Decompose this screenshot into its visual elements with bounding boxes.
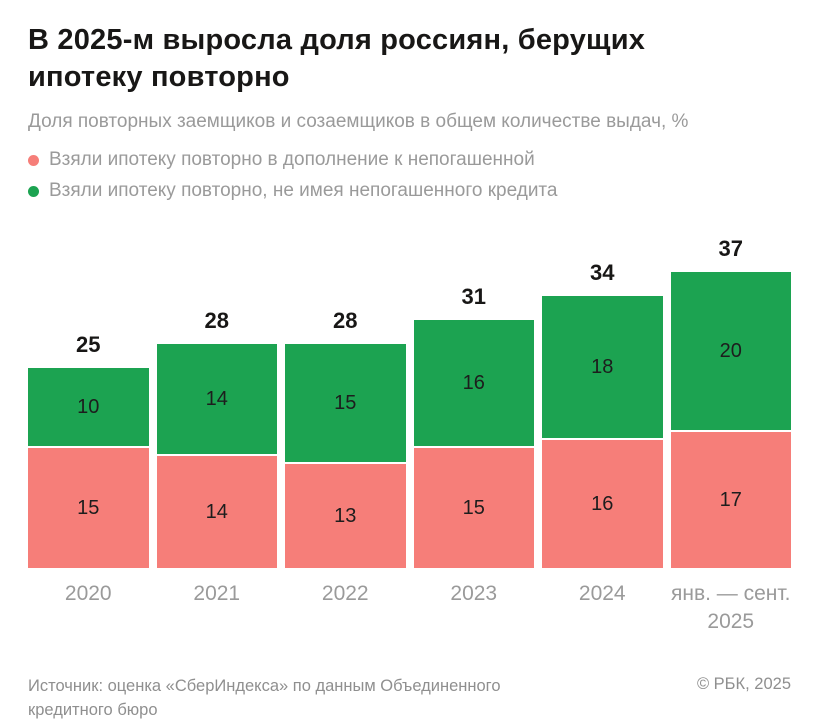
total-label: 25 xyxy=(76,332,101,358)
bar-column: 28 15 13 xyxy=(285,308,406,569)
total-label: 28 xyxy=(333,308,358,334)
legend-item-no-debt: Взяли ипотеку повторно, не имея непогаше… xyxy=(28,180,791,202)
total-label: 37 xyxy=(718,236,743,262)
legend-item-with-debt: Взяли ипотеку повторно в дополнение к не… xyxy=(28,149,791,171)
x-axis: 2020 2021 2022 2023 2024 янв. — сент. 2025 xyxy=(28,580,791,635)
bar-column: 37 20 17 xyxy=(670,236,791,569)
bars-area: 25 10 15 28 14 14 28 15 13 31 16 15 34 18 16 37 20 17 xyxy=(28,236,791,569)
segment-in-addition-to-outstanding: 16 xyxy=(542,440,663,569)
segment-no-outstanding-credit: 18 xyxy=(542,296,663,441)
segment-in-addition-to-outstanding: 13 xyxy=(285,464,406,569)
green-dot-icon xyxy=(28,185,39,197)
x-axis-label: 2020 xyxy=(64,582,112,606)
x-axis-label: 2024 xyxy=(578,582,626,606)
x-axis-label: янв. — сент. 2025 xyxy=(670,582,791,633)
segment-in-addition-to-outstanding: 15 xyxy=(28,448,149,569)
total-label: 34 xyxy=(590,260,615,286)
legend-label: Взяли ипотеку повторно, не имея непогаше… xyxy=(49,180,558,202)
footer: Источник: оценка «СберИндекса» по данным… xyxy=(28,675,791,723)
bar-column: 34 18 16 xyxy=(542,260,663,569)
bar-column: 25 10 15 xyxy=(28,332,149,569)
x-axis-label: 2022 xyxy=(321,582,369,606)
total-label: 28 xyxy=(204,308,229,334)
x-axis-label: 2021 xyxy=(193,582,241,606)
segment-in-addition-to-outstanding: 14 xyxy=(156,456,277,569)
page-title: В 2025-м выросла доля россиян, берущих и… xyxy=(28,24,646,94)
legend: Взяли ипотеку повторно в дополнение к не… xyxy=(28,149,791,202)
segment-no-outstanding-credit: 20 xyxy=(670,272,791,433)
x-axis-label: 2023 xyxy=(450,582,498,606)
bar-column: 31 16 15 xyxy=(413,284,534,569)
source-text: Источник: оценка «СберИндекса» по данным… xyxy=(28,676,501,719)
total-label: 31 xyxy=(461,284,486,310)
copyright-text: © РБК, 2025 xyxy=(696,674,791,693)
segment-no-outstanding-credit: 10 xyxy=(28,368,149,449)
legend-label: Взяли ипотеку повторно в дополнение к не… xyxy=(49,149,535,171)
chart-subtitle: Доля повторных заемщиков и созаемщиков в… xyxy=(28,111,689,133)
segment-in-addition-to-outstanding: 17 xyxy=(670,432,791,569)
red-dot-icon xyxy=(28,154,39,166)
segment-no-outstanding-credit: 15 xyxy=(285,344,406,465)
segment-no-outstanding-credit: 16 xyxy=(413,320,534,449)
bar-column: 28 14 14 xyxy=(156,308,277,569)
stacked-bar-chart: 25 10 15 28 14 14 28 15 13 31 16 15 34 18 16 37 20 17 202… xyxy=(28,236,791,635)
segment-no-outstanding-credit: 14 xyxy=(156,344,277,457)
segment-in-addition-to-outstanding: 15 xyxy=(413,448,534,569)
